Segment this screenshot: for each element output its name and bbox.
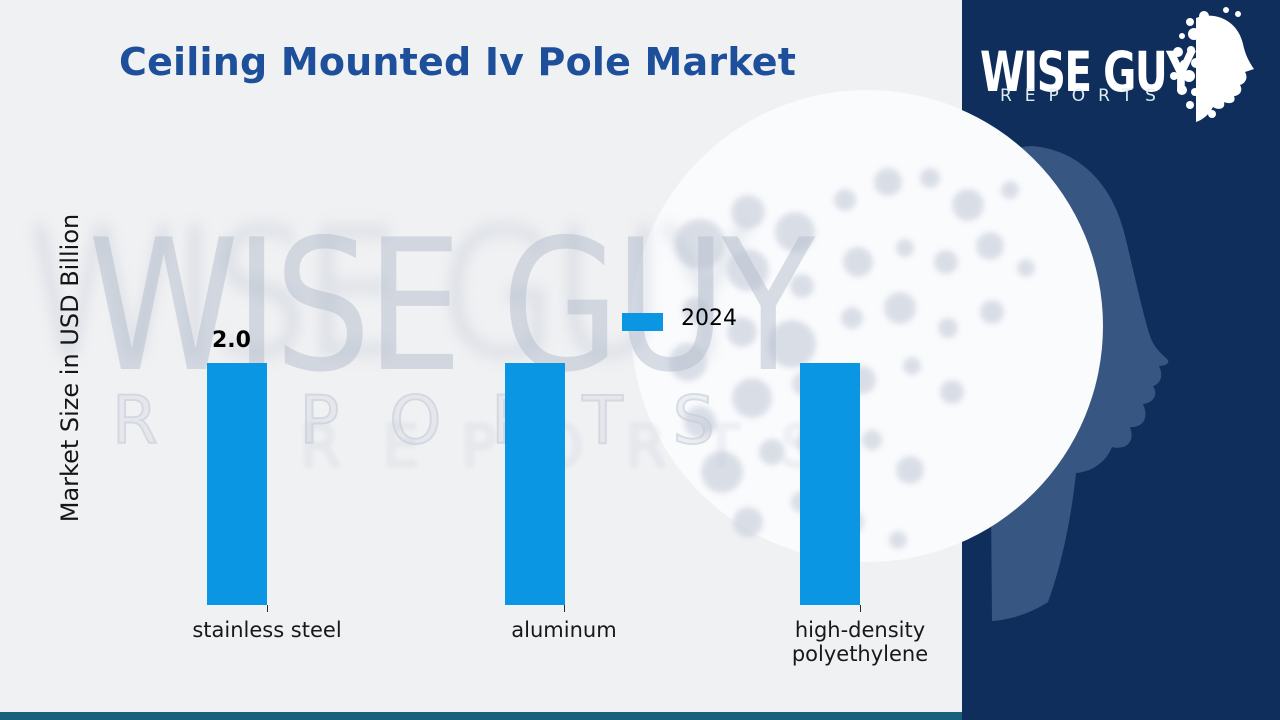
x-category-label: high-density polyethylene	[791, 618, 929, 666]
x-axis-tick	[267, 605, 268, 612]
x-category-label: aluminum	[511, 618, 617, 642]
legend-label: 2024	[681, 306, 737, 331]
y-axis-label: Market Size in USD Billion	[56, 213, 84, 523]
watermark-text-echo: WISE GUY	[26, 188, 753, 400]
bar	[207, 363, 267, 605]
legend-swatch	[622, 313, 663, 331]
bar	[505, 363, 565, 605]
bar-value-label: 2.0	[212, 328, 251, 353]
footer-accent-bar	[0, 712, 962, 720]
page-title: Ceiling Mounted Iv Pole Market	[119, 40, 797, 84]
bar	[800, 363, 860, 605]
x-axis-tick	[860, 605, 861, 612]
logo-subtitle: REPORTS	[1000, 86, 1169, 106]
dotted-head-profile-icon	[1170, 7, 1254, 122]
x-category-label: stainless steel	[192, 618, 342, 642]
logo-wordmark: WISE GUY	[980, 40, 1196, 105]
x-axis-tick	[564, 605, 565, 612]
